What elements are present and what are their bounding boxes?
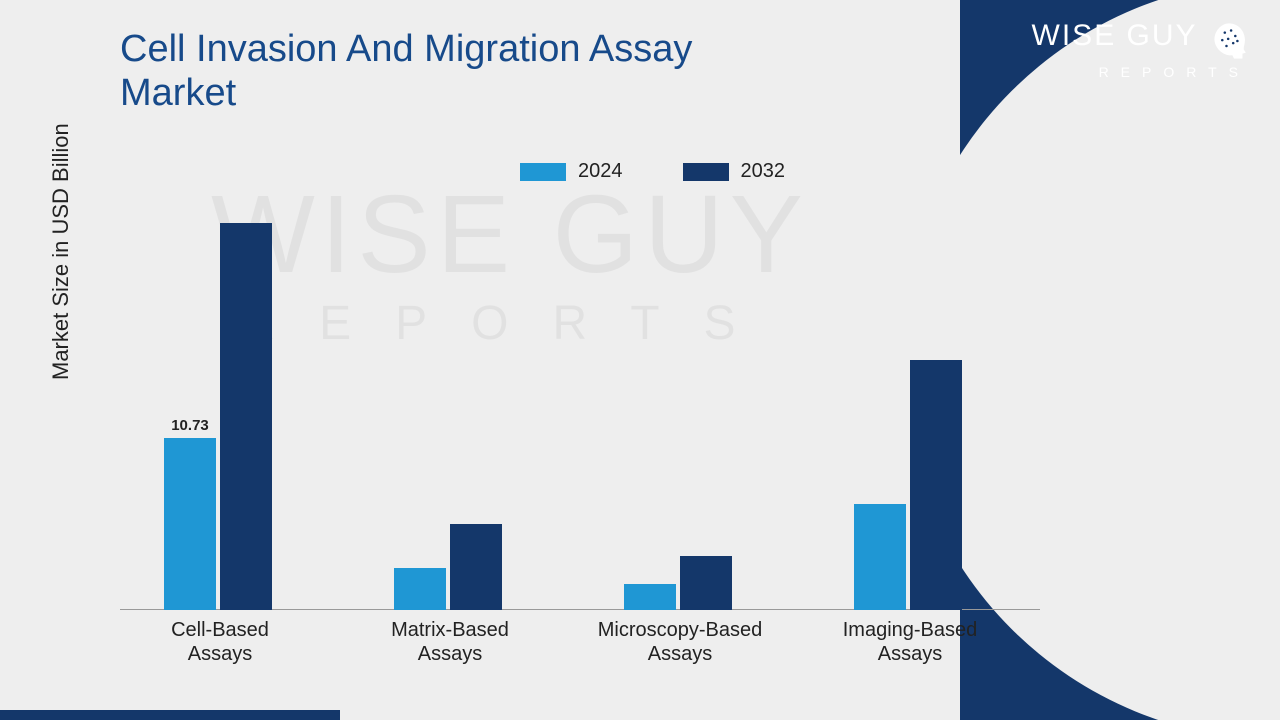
bar-2024	[164, 438, 216, 610]
y-axis-label: Market Size in USD Billion	[48, 123, 74, 380]
logo-text-top: WISE GUY	[1032, 19, 1198, 52]
legend-label-2032: 2032	[741, 160, 786, 183]
bar-2032	[450, 524, 502, 610]
bar-group	[810, 210, 1010, 610]
chart-legend: 2024 2032	[520, 160, 785, 183]
page-root: WISE GUY REPORTS Cell Invasion And Migra…	[0, 0, 1280, 720]
category-label: Imaging-BasedAssays	[810, 618, 1010, 666]
legend-label-2024: 2024	[578, 160, 623, 183]
head-icon	[1208, 20, 1250, 62]
chart-plot-area: 10.73	[120, 210, 1040, 610]
category-label: Cell-BasedAssays	[120, 618, 320, 666]
legend-item-2032: 2032	[683, 160, 786, 183]
bar-2032	[680, 556, 732, 610]
legend-swatch-2024	[520, 163, 566, 181]
brand-logo: WISE GUY REPORTS	[1032, 20, 1250, 80]
bar-2024	[394, 568, 446, 610]
bar-group	[580, 210, 780, 610]
bar-group	[350, 210, 550, 610]
bar-value-label: 10.73	[155, 417, 225, 434]
bar-group: 10.73	[120, 210, 320, 610]
logo-text-bottom: REPORTS	[1032, 64, 1250, 80]
bar-2032	[910, 360, 962, 610]
bar-2024	[854, 504, 906, 610]
bar-2024	[624, 584, 676, 610]
category-label: Matrix-BasedAssays	[350, 618, 550, 666]
category-label: Microscopy-BasedAssays	[580, 618, 780, 666]
legend-swatch-2032	[683, 163, 729, 181]
bar-2032	[220, 223, 272, 610]
legend-item-2024: 2024	[520, 160, 623, 183]
chart-title: Cell Invasion And Migration Assay Market	[120, 28, 760, 115]
bottom-accent-bar	[0, 710, 340, 720]
